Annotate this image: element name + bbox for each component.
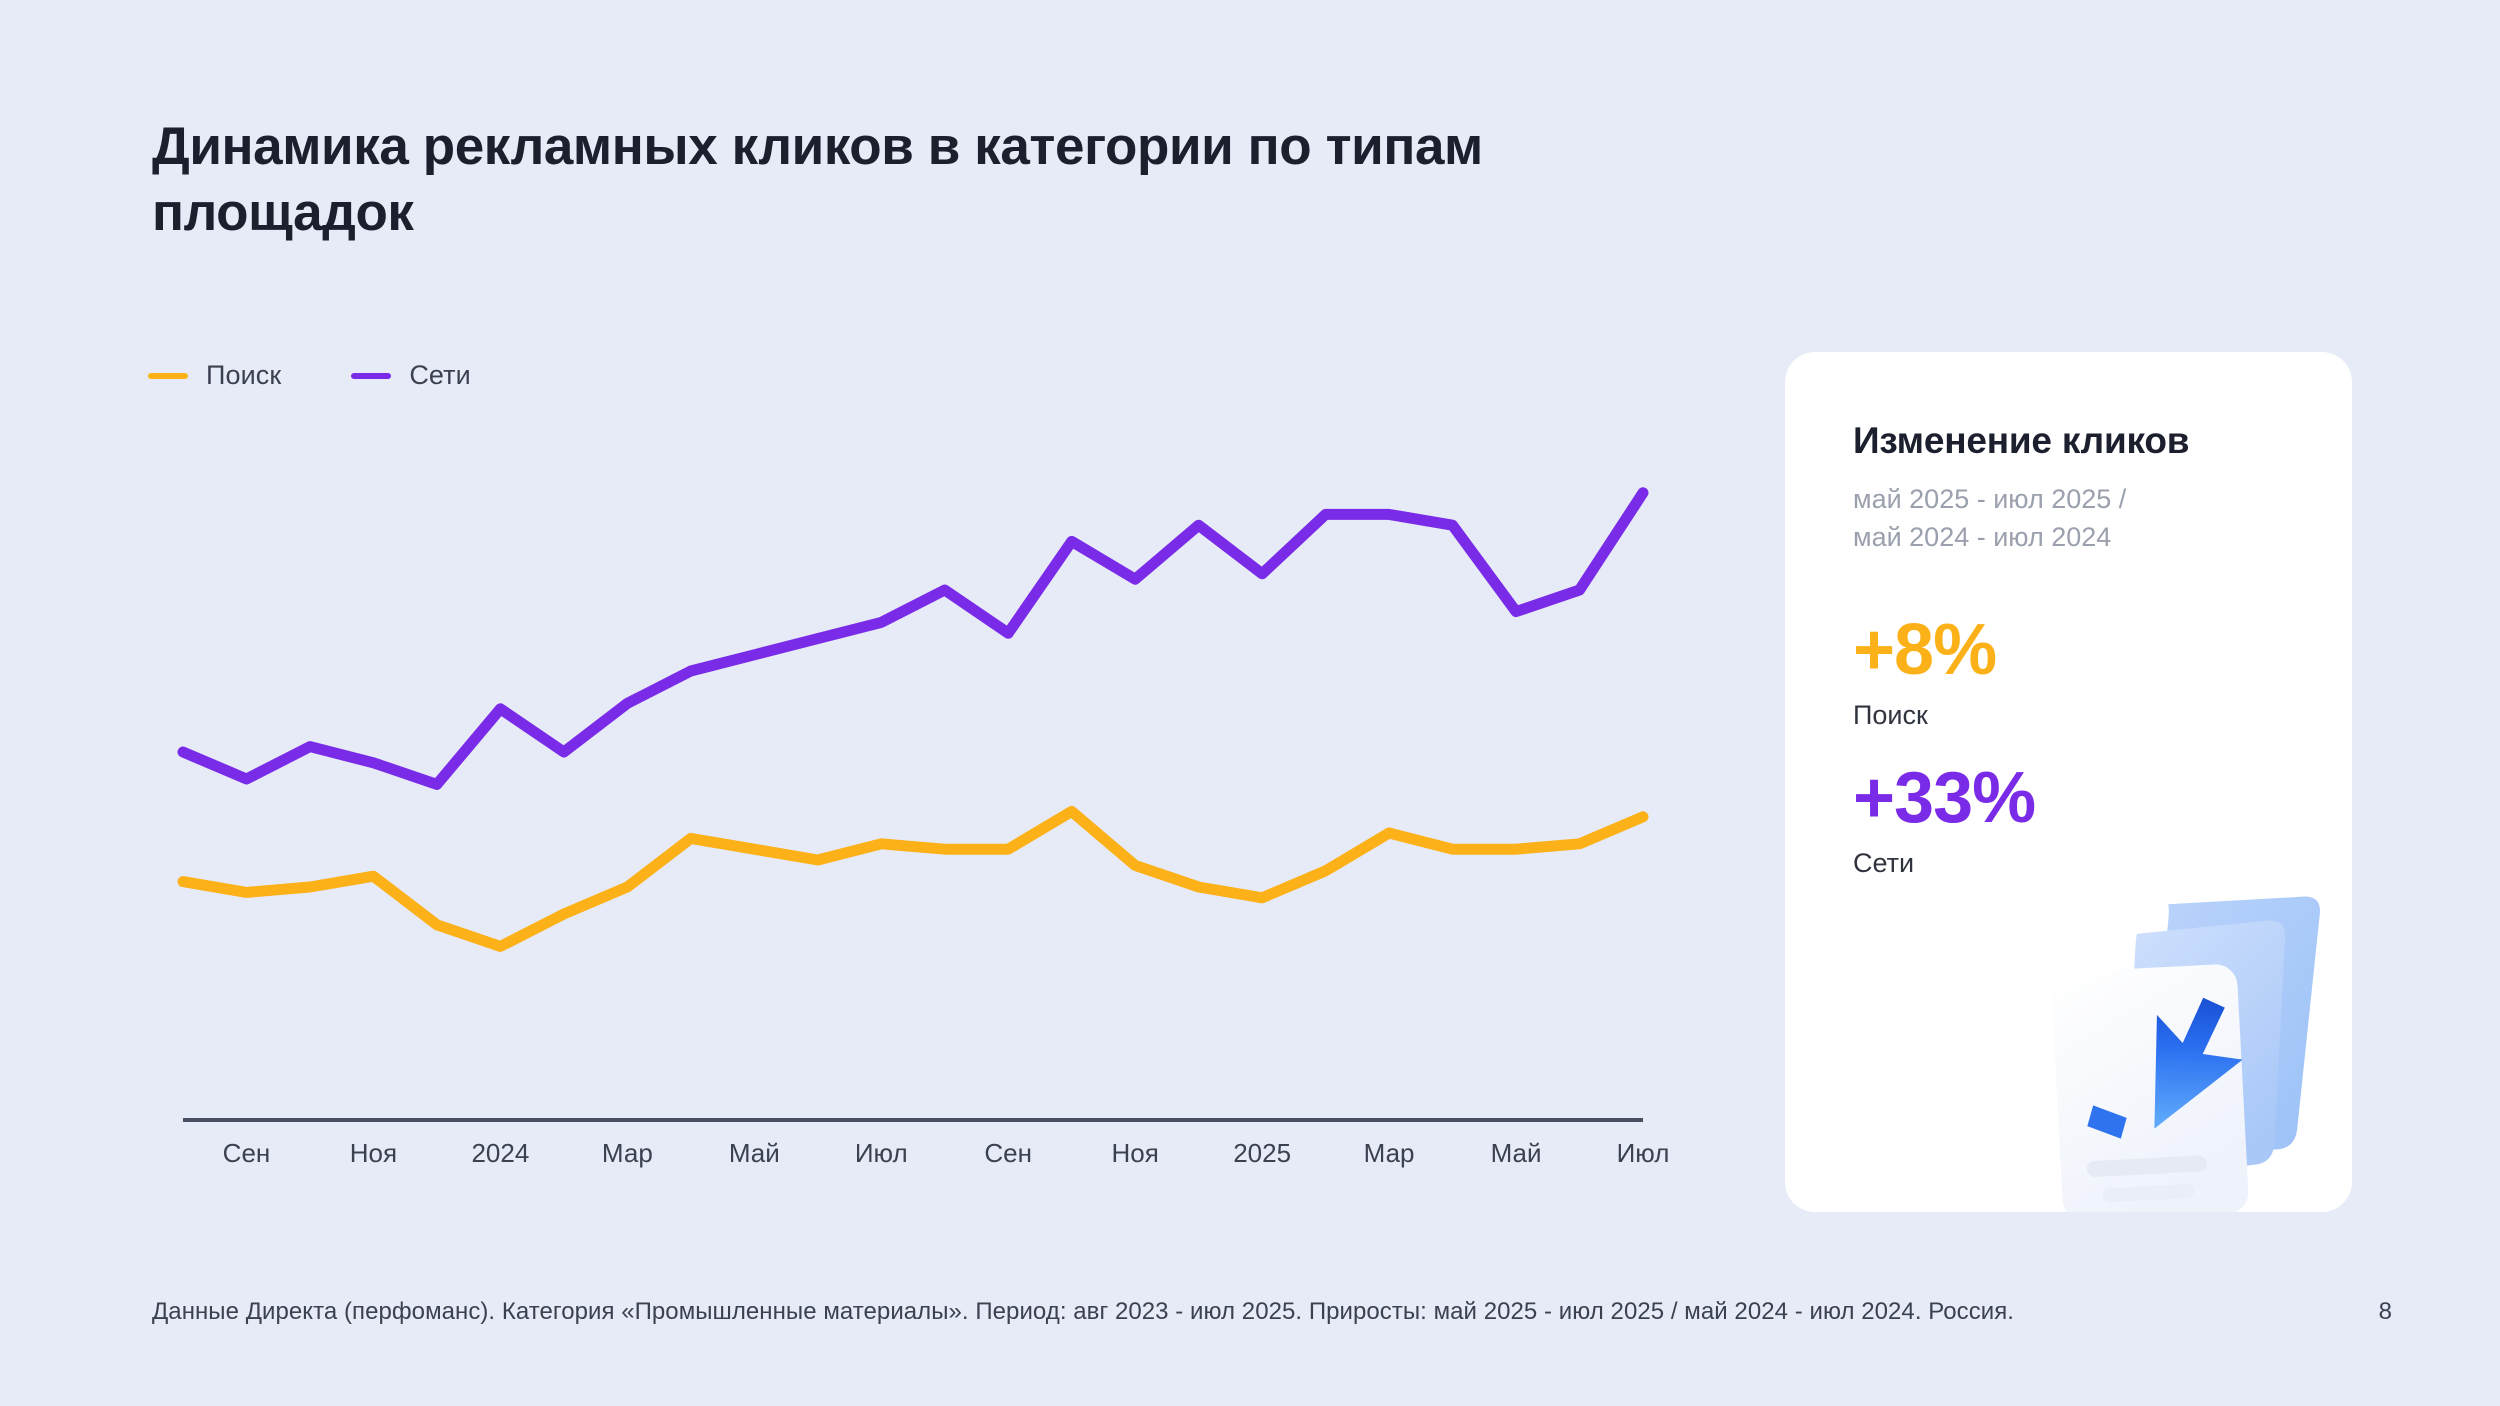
x-tick-label: 2024 (471, 1138, 530, 1168)
metric-label-networks: Сети (1853, 848, 1915, 878)
legend-label-networks: Сети (409, 360, 471, 390)
x-tick-label: Ноя (349, 1138, 398, 1168)
x-tick-label: Мар (601, 1138, 653, 1168)
legend-item-search[interactable]: Поиск (148, 360, 281, 391)
legend-item-networks[interactable]: Сети (351, 360, 471, 391)
series-line-search (177, 805, 1649, 952)
x-tick-label: Июл (854, 1138, 908, 1168)
chart-legend: Поиск Сети (148, 360, 471, 391)
cursor-documents-illustration (2051, 896, 2320, 1212)
page-title: Динамика рекламных кликов в категории по… (152, 116, 1483, 243)
legend-swatch-networks-icon (351, 372, 392, 379)
x-tick-label: Сен (984, 1138, 1033, 1168)
x-tick-label: Июл (1616, 1138, 1670, 1168)
metric-value-networks: +33% (1853, 758, 2036, 838)
line-chart: Сен Ноя 2024 Мар Май Июл Сен Ноя 2025 Мар Май Июл (150, 440, 1670, 1180)
x-tick-label: Май (1490, 1138, 1542, 1168)
chart-plot-area (177, 487, 1649, 952)
x-axis-tick-labels: Сен Ноя 2024 Мар Май Июл Сен Ноя 2025 Мар Май Июл (183, 1130, 1670, 1180)
series-line-networks (177, 487, 1649, 790)
page-number: 8 (2378, 1298, 2392, 1325)
footer-note: Данные Директа (перфоманс). Категория «П… (152, 1298, 2014, 1325)
metric-networks: +33% Сети (1853, 758, 2036, 879)
x-tick-label: Сен (222, 1138, 271, 1168)
x-tick-label: Ноя (1111, 1138, 1159, 1168)
metric-label-search: Поиск (1853, 700, 1928, 730)
legend-swatch-search-icon (148, 372, 188, 379)
x-axis-line (183, 1118, 1643, 1122)
card-period-range: май 2025 - июл 2025 / май 2024 - июл 202… (1853, 484, 2127, 553)
x-tick-label: Мар (1363, 1138, 1415, 1168)
metric-search: +8% Поиск (1853, 610, 1997, 731)
x-tick-label: 2025 (1233, 1138, 1292, 1168)
clicks-change-card: Изменение кликов май 2025 - июл 2025 / м… (1785, 352, 2352, 1212)
card-title: Изменение кликов (1853, 420, 2190, 461)
x-tick-label: Май (728, 1138, 780, 1168)
metric-value-search: +8% (1853, 610, 1997, 690)
legend-label-search: Поиск (206, 360, 282, 390)
